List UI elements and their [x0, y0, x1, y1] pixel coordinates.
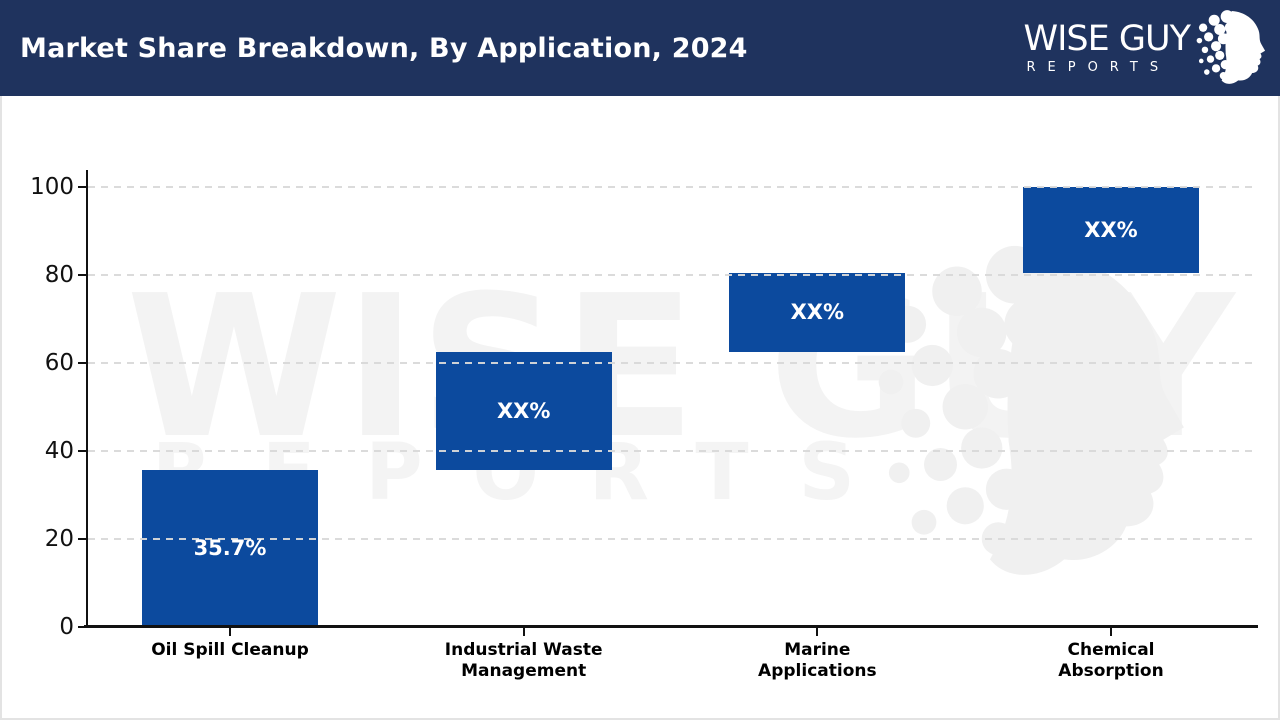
- x-tick-mark: [229, 628, 231, 636]
- logo-head-graphic: [1192, 9, 1266, 87]
- chart-title: Market Share Breakdown, By Application, …: [20, 32, 748, 64]
- x-axis-category-label: Oil Spill Cleanup: [83, 640, 377, 661]
- y-tick-label: 40: [44, 438, 74, 464]
- x-axis-category-line: Industrial Waste: [444, 640, 603, 660]
- x-axis-category-line: Oil Spill Cleanup: [151, 640, 309, 660]
- y-tick-label: 0: [59, 614, 74, 640]
- y-tick-mark: [78, 186, 87, 188]
- x-axis-category-line: Applications: [758, 661, 877, 681]
- y-tick-label: 60: [44, 350, 74, 376]
- x-tick-mark: [1110, 628, 1112, 636]
- y-tick-label: 20: [44, 526, 74, 552]
- gridline: [88, 274, 1257, 276]
- header: Market Share Breakdown, By Application, …: [0, 0, 1280, 96]
- x-axis-category-line: Marine: [784, 640, 851, 660]
- y-tick-mark: [78, 450, 87, 452]
- bar-value-label: XX%: [496, 398, 551, 423]
- gridline: [88, 538, 1257, 540]
- wiseguy-logo: WISE GUY REPORTS: [1023, 7, 1266, 89]
- bar-value-label: XX%: [1084, 217, 1138, 242]
- logo-wiseguy-label: WISE GUY: [1023, 19, 1191, 59]
- x-tick-mark: [816, 628, 819, 636]
- y-tick-mark: [78, 626, 87, 628]
- x-axis-category-line: Chemical: [1067, 640, 1155, 660]
- x-axis-line: [84, 625, 1258, 628]
- x-axis-category-label: Marine Applications: [670, 640, 964, 682]
- gridline: [88, 186, 1257, 188]
- x-axis-category-label: Industrial Waste Management: [377, 640, 671, 682]
- y-tick-label: 100: [30, 174, 74, 200]
- y-tick-mark: [78, 538, 87, 540]
- x-axis-category-line: Management: [461, 661, 587, 681]
- x-tick-mark: [522, 628, 525, 636]
- x-axis-category-line: Absorption: [1058, 661, 1164, 681]
- bar-value-label: 35.7%: [193, 536, 267, 561]
- y-tick-mark: [78, 362, 87, 364]
- y-tick-mark: [78, 274, 87, 276]
- gridline: [88, 450, 1257, 452]
- dotted-head-icon: [1196, 10, 1266, 84]
- bar-value-label: XX%: [790, 300, 845, 325]
- gridline: [88, 362, 1257, 364]
- logo-reports-label: REPORTS: [1026, 60, 1171, 75]
- y-axis-line: [86, 170, 88, 627]
- bar-segment: [729, 272, 906, 352]
- y-tick-label: 80: [44, 262, 74, 288]
- x-axis-category-label: Chemical Absorption: [964, 640, 1258, 682]
- logo-text: WISE GUY REPORTS: [1023, 19, 1191, 76]
- bar-segment: [142, 469, 318, 627]
